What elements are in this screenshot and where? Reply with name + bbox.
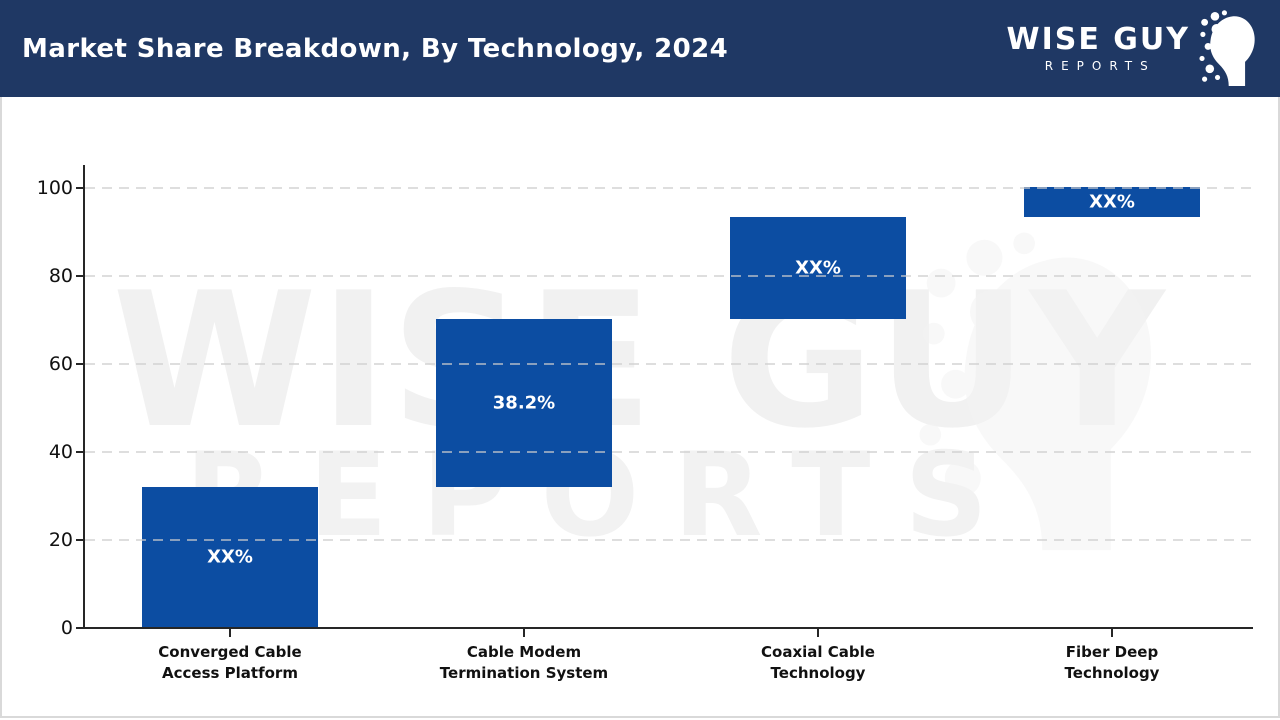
brand-text: WISE GUY REPORTS — [1006, 22, 1190, 73]
bar-label: XX% — [207, 546, 253, 568]
y-tick — [76, 538, 83, 541]
bar-label: 38.2% — [492, 392, 556, 414]
y-tick — [76, 274, 83, 277]
y-tick-label: 100 — [36, 176, 73, 199]
x-category-label: Cable Modem Termination System — [439, 643, 609, 682]
gridline — [85, 362, 1253, 365]
brand-name: WISE GUY — [1006, 22, 1190, 57]
bar-label: XX% — [795, 257, 841, 279]
brand-logo: WISE GUY REPORTS — [1006, 9, 1258, 88]
x-category-label: Converged Cable Access Platform — [158, 643, 302, 682]
x-tick — [817, 629, 819, 637]
bar-label: XX% — [1089, 191, 1135, 213]
x-tick — [229, 629, 231, 637]
brand-tagline: REPORTS — [1044, 59, 1156, 73]
x-tick — [1111, 629, 1113, 637]
bar — [1024, 186, 1200, 218]
x-category-label: Fiber Deep Technology — [1064, 643, 1160, 682]
page-title: Market Share Breakdown, By Technology, 2… — [22, 33, 729, 64]
x-category-label: Coaxial Cable Technology — [761, 643, 875, 682]
y-tick — [76, 362, 83, 365]
gridline — [85, 186, 1253, 189]
gridline — [85, 450, 1253, 453]
header: Market Share Breakdown, By Technology, 2… — [0, 0, 1280, 97]
gridline — [85, 274, 1253, 277]
bar — [142, 486, 318, 627]
y-tick-label: 20 — [48, 528, 73, 551]
x-tick — [523, 629, 525, 637]
y-tick-label: 80 — [48, 264, 73, 287]
y-tick-label: 40 — [48, 440, 73, 463]
bar — [730, 217, 906, 319]
y-tick-label: 60 — [48, 352, 73, 375]
bar — [436, 318, 612, 487]
x-axis-line — [83, 627, 1253, 629]
y-tick — [76, 627, 83, 629]
brand-face-icon — [1199, 9, 1255, 86]
y-tick-label: 0 — [60, 617, 73, 639]
y-tick — [76, 450, 83, 453]
y-axis-line — [83, 165, 85, 629]
y-tick — [76, 186, 83, 189]
gridline — [85, 538, 1253, 541]
